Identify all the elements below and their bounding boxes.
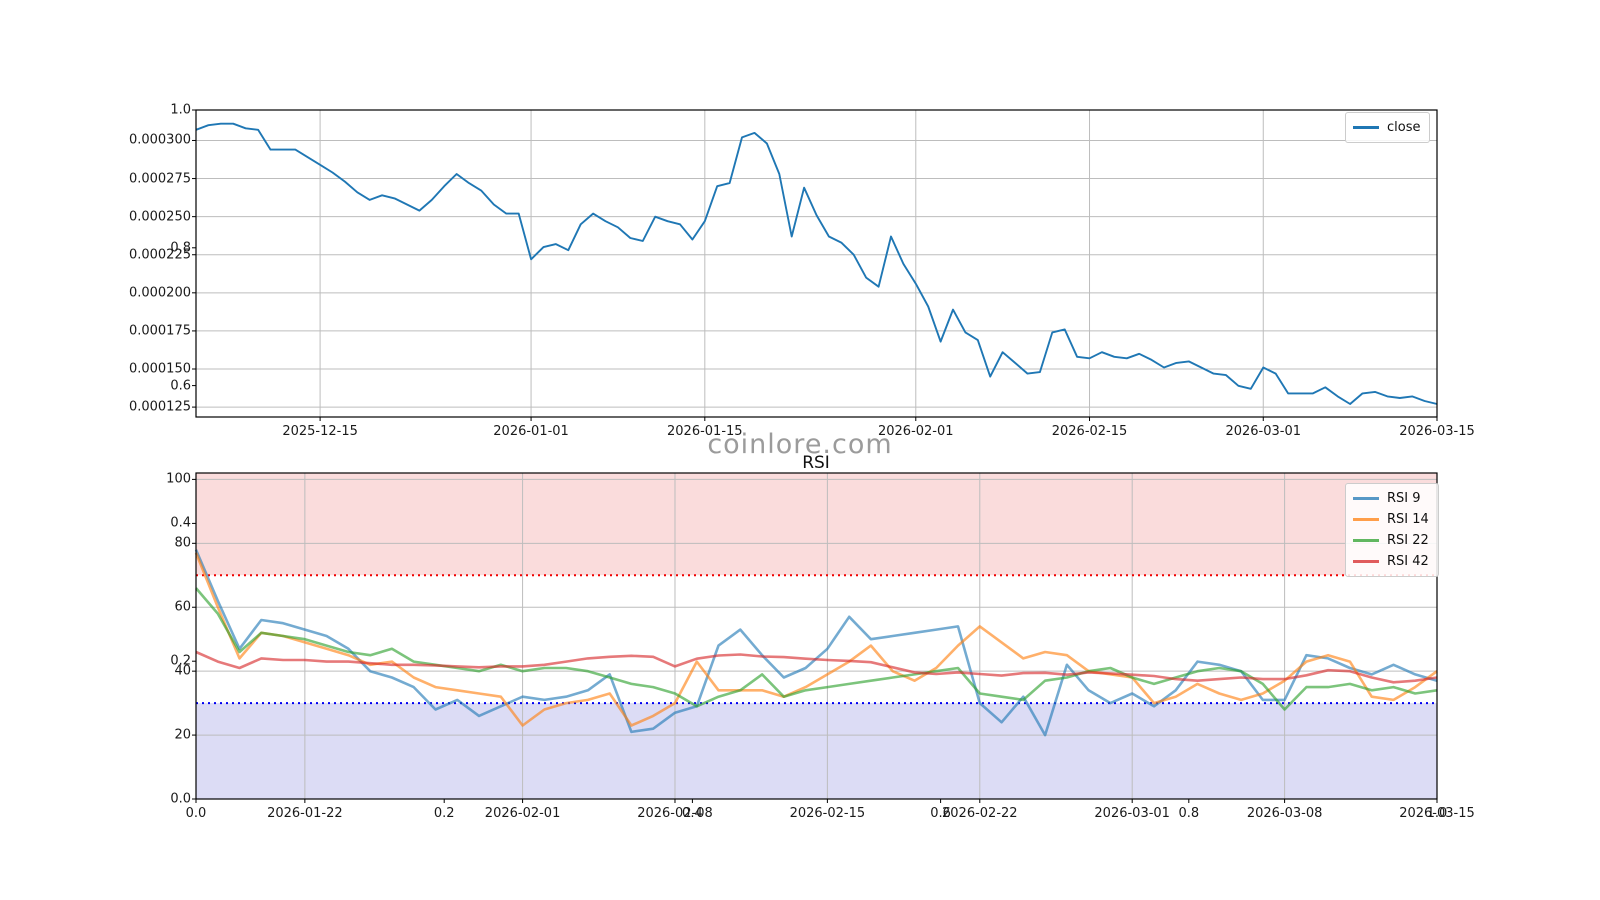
price-y-tick-label: 0.000275 — [128, 171, 191, 187]
rsi-x-tick-label: 2026-01-22 — [267, 806, 343, 821]
rsi-plot-frame — [195, 472, 1438, 800]
oversold-band — [196, 703, 1437, 799]
rsi14-line — [194, 552, 1438, 727]
price-y-tick-label: 0.000225 — [128, 247, 191, 263]
overlay-x-tick-label: 0.6 — [930, 806, 951, 821]
overlay-y-tick-label: 0.4 — [170, 515, 191, 531]
overlay-y-tick-label: 1.0 — [170, 102, 191, 118]
close-legend-label: close — [1387, 120, 1421, 135]
rsi-y-tick-label: 60 — [174, 599, 191, 615]
price-x-tick-label: 2026-01-15 — [667, 424, 743, 439]
price-x-tick-label: 2026-01-01 — [493, 424, 569, 439]
price-x-tick-label: 2026-02-15 — [1051, 424, 1128, 439]
overlay-y-tick-label: 0.6 — [170, 378, 191, 394]
rsi22-line-swatch — [1353, 539, 1379, 542]
rsi-y-tick-label: 40 — [174, 663, 191, 679]
rsi-x-tick-label: 2026-02-01 — [484, 806, 561, 821]
legend-row-rsi9: RSI 9 — [1353, 488, 1429, 509]
legend-row-close: close — [1353, 117, 1420, 138]
rsi22-line — [195, 587, 1438, 711]
overlay-y-tick-label: 0.8 — [170, 240, 191, 256]
overlay-x-tick-label: 0.4 — [682, 806, 703, 821]
price-y-tick-label: 0.000125 — [128, 399, 191, 415]
price-y-tick-label: 0.000250 — [128, 209, 191, 225]
price-y-tick-label: 0.000150 — [128, 361, 191, 377]
price-plot-frame — [195, 109, 1438, 418]
rsi-x-tick-label: 2026-02-15 — [789, 806, 866, 821]
close-line — [195, 122, 1438, 405]
legend-label: RSI 14 — [1387, 512, 1429, 527]
rsi-y-tick-label: 100 — [166, 471, 191, 487]
rsi-x-tick-label: 2026-03-15 — [1399, 806, 1475, 821]
rsi-legend: RSI 9 RSI 14 RSI 22 RSI 42 — [1345, 483, 1439, 577]
rsi-chart-title: RSI — [802, 453, 830, 473]
legend-row-rsi14: RSI 14 — [1353, 509, 1429, 530]
price-y-tick-label: 0.000200 — [128, 285, 191, 301]
rsi9-line-swatch — [1353, 497, 1379, 500]
legend-label: RSI 9 — [1387, 491, 1421, 506]
price-x-tick-label: 2026-02-01 — [877, 424, 954, 439]
price-y-tick-label: 0.000300 — [128, 132, 191, 148]
legend-label: RSI 22 — [1387, 533, 1429, 548]
price-x-tick-label: 2025-12-15 — [282, 424, 358, 439]
rsi-x-tick-label: 2026-02-08 — [637, 806, 713, 821]
close-legend: close — [1345, 112, 1431, 143]
price-y-tick-label: 0.000175 — [128, 323, 191, 339]
legend-row-rsi22: RSI 22 — [1353, 530, 1429, 551]
price-x-tick-label: 2026-03-15 — [1399, 424, 1475, 439]
rsi-x-tick-label: 2026-02-22 — [942, 806, 1018, 821]
legend-label: RSI 42 — [1387, 554, 1429, 569]
legend-row-rsi42: RSI 42 — [1353, 551, 1429, 572]
close-line-swatch — [1353, 126, 1379, 129]
rsi14-line-swatch — [1353, 518, 1379, 521]
price-x-tick-label: 2026-03-01 — [1225, 424, 1302, 439]
overlay-x-tick-label: 1.0 — [1426, 806, 1448, 821]
rsi42-line-swatch — [1353, 560, 1379, 563]
overlay-y-tick-label: 0.0 — [170, 791, 191, 807]
rsi-x-tick-label: 2026-03-08 — [1246, 806, 1323, 821]
overlay-x-tick-label: 0.0 — [185, 806, 207, 821]
rsi-y-tick-label: 80 — [174, 535, 191, 551]
rsi-y-tick-label: 20 — [174, 727, 191, 743]
overlay-y-tick-label: 0.2 — [170, 653, 191, 669]
overlay-x-tick-label: 0.8 — [1178, 806, 1200, 821]
overbought-band — [196, 473, 1437, 576]
rsi42-line — [195, 650, 1438, 684]
rsi-x-tick-label: 2026-03-01 — [1094, 806, 1170, 821]
overlay-x-tick-label: 0.2 — [433, 806, 455, 821]
watermark: coinlore.com — [707, 429, 893, 460]
